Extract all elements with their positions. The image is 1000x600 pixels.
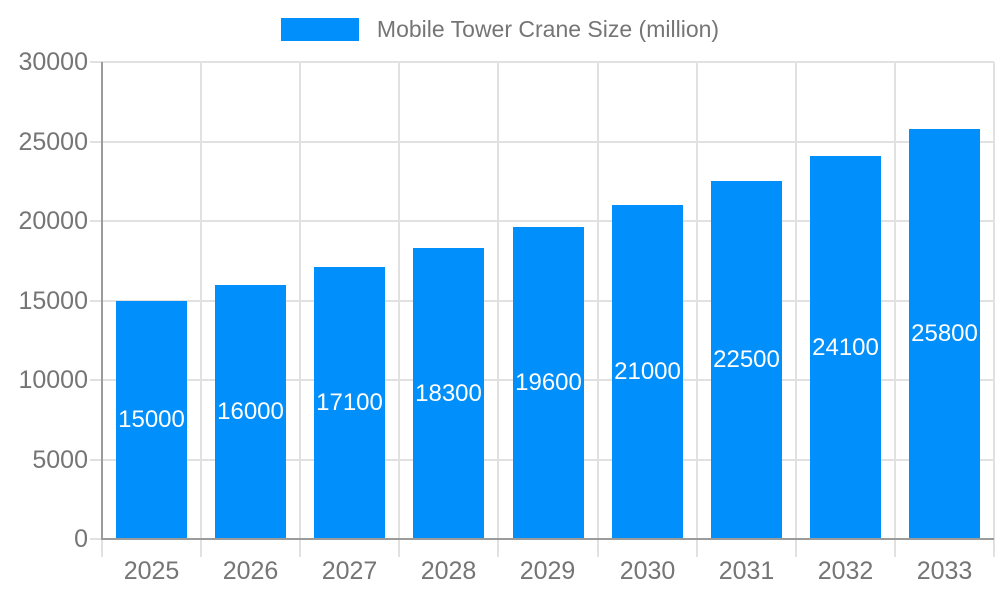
y-axis-tick-label: 15000 xyxy=(18,287,88,315)
y-axis-tick xyxy=(90,220,102,222)
y-axis-tick-label: 30000 xyxy=(18,48,88,76)
x-axis-tick-label: 2032 xyxy=(817,557,874,585)
x-axis-tick-label: 2026 xyxy=(222,557,279,585)
bar-2033: 25800 xyxy=(909,129,980,539)
x-axis-tick xyxy=(597,539,599,557)
bar-2030: 21000 xyxy=(612,205,683,539)
v-gridline xyxy=(398,62,400,539)
v-gridline xyxy=(795,62,797,539)
x-axis-tick-label: 2030 xyxy=(619,557,676,585)
bar-value-label: 19600 xyxy=(515,369,582,396)
x-axis-tick-label: 2033 xyxy=(916,557,973,585)
bar-value-label: 22500 xyxy=(713,346,780,373)
y-axis-tick xyxy=(90,61,102,63)
bar-value-label: 24100 xyxy=(812,333,879,361)
x-axis-tick xyxy=(795,539,797,557)
x-axis-tick xyxy=(696,539,698,557)
v-gridline xyxy=(497,62,499,539)
bar-value-label: 25800 xyxy=(911,320,978,347)
v-gridline xyxy=(597,62,599,539)
x-axis-tick-label: 2027 xyxy=(321,557,378,585)
v-gridline xyxy=(200,62,202,539)
y-axis-tick xyxy=(90,538,102,540)
y-axis-tick-label: 25000 xyxy=(18,128,88,156)
legend-label: Mobile Tower Crane Size (million) xyxy=(376,16,720,42)
bar-value-label: 17100 xyxy=(316,389,383,416)
x-axis-tick xyxy=(101,539,103,557)
y-axis-tick xyxy=(90,141,102,143)
x-axis-tick xyxy=(497,539,499,557)
x-axis-tick xyxy=(200,539,202,557)
v-gridline xyxy=(299,62,301,539)
y-axis-tick-label: 10000 xyxy=(18,366,88,394)
y-axis-tick xyxy=(90,379,102,381)
bar-value-label: 16000 xyxy=(217,398,284,425)
x-axis-tick xyxy=(299,539,301,557)
bar-2028: 18300 xyxy=(413,248,484,539)
x-axis-tick xyxy=(993,539,995,557)
bar-2029: 19600 xyxy=(513,227,584,539)
h-gridline xyxy=(102,220,994,222)
bar-2032: 24100 xyxy=(810,156,881,539)
legend[interactable]: Mobile Tower Crane Size (million) xyxy=(0,18,1000,41)
x-axis-line xyxy=(101,538,994,540)
x-axis-tick xyxy=(894,539,896,557)
y-axis-line xyxy=(101,62,103,540)
x-axis-tick xyxy=(398,539,400,557)
y-axis-tick-label: 0 xyxy=(74,525,88,553)
bar-value-label: 15000 xyxy=(118,406,185,433)
h-gridline xyxy=(102,61,994,63)
v-gridline xyxy=(894,62,896,539)
x-axis-tick-label: 2028 xyxy=(420,557,477,585)
v-gridline xyxy=(696,62,698,539)
x-axis-tick-label: 2029 xyxy=(519,557,576,585)
x-axis-tick-label: 2031 xyxy=(718,557,775,585)
bar-2027: 17100 xyxy=(314,267,385,539)
x-axis-tick-label: 2025 xyxy=(123,557,180,585)
y-axis-tick-label: 20000 xyxy=(18,207,88,235)
bar-value-label: 18300 xyxy=(415,379,482,407)
legend-swatch-icon xyxy=(280,18,359,41)
y-axis-tick xyxy=(90,459,102,461)
h-gridline xyxy=(102,141,994,143)
bar-value-label: 21000 xyxy=(614,358,681,385)
bar-2031: 22500 xyxy=(711,181,782,539)
bar-2025: 15000 xyxy=(116,301,187,539)
y-axis-tick xyxy=(90,300,102,302)
bar-2026: 16000 xyxy=(215,285,286,539)
y-axis-tick-label: 5000 xyxy=(32,446,88,474)
v-gridline xyxy=(993,62,995,539)
